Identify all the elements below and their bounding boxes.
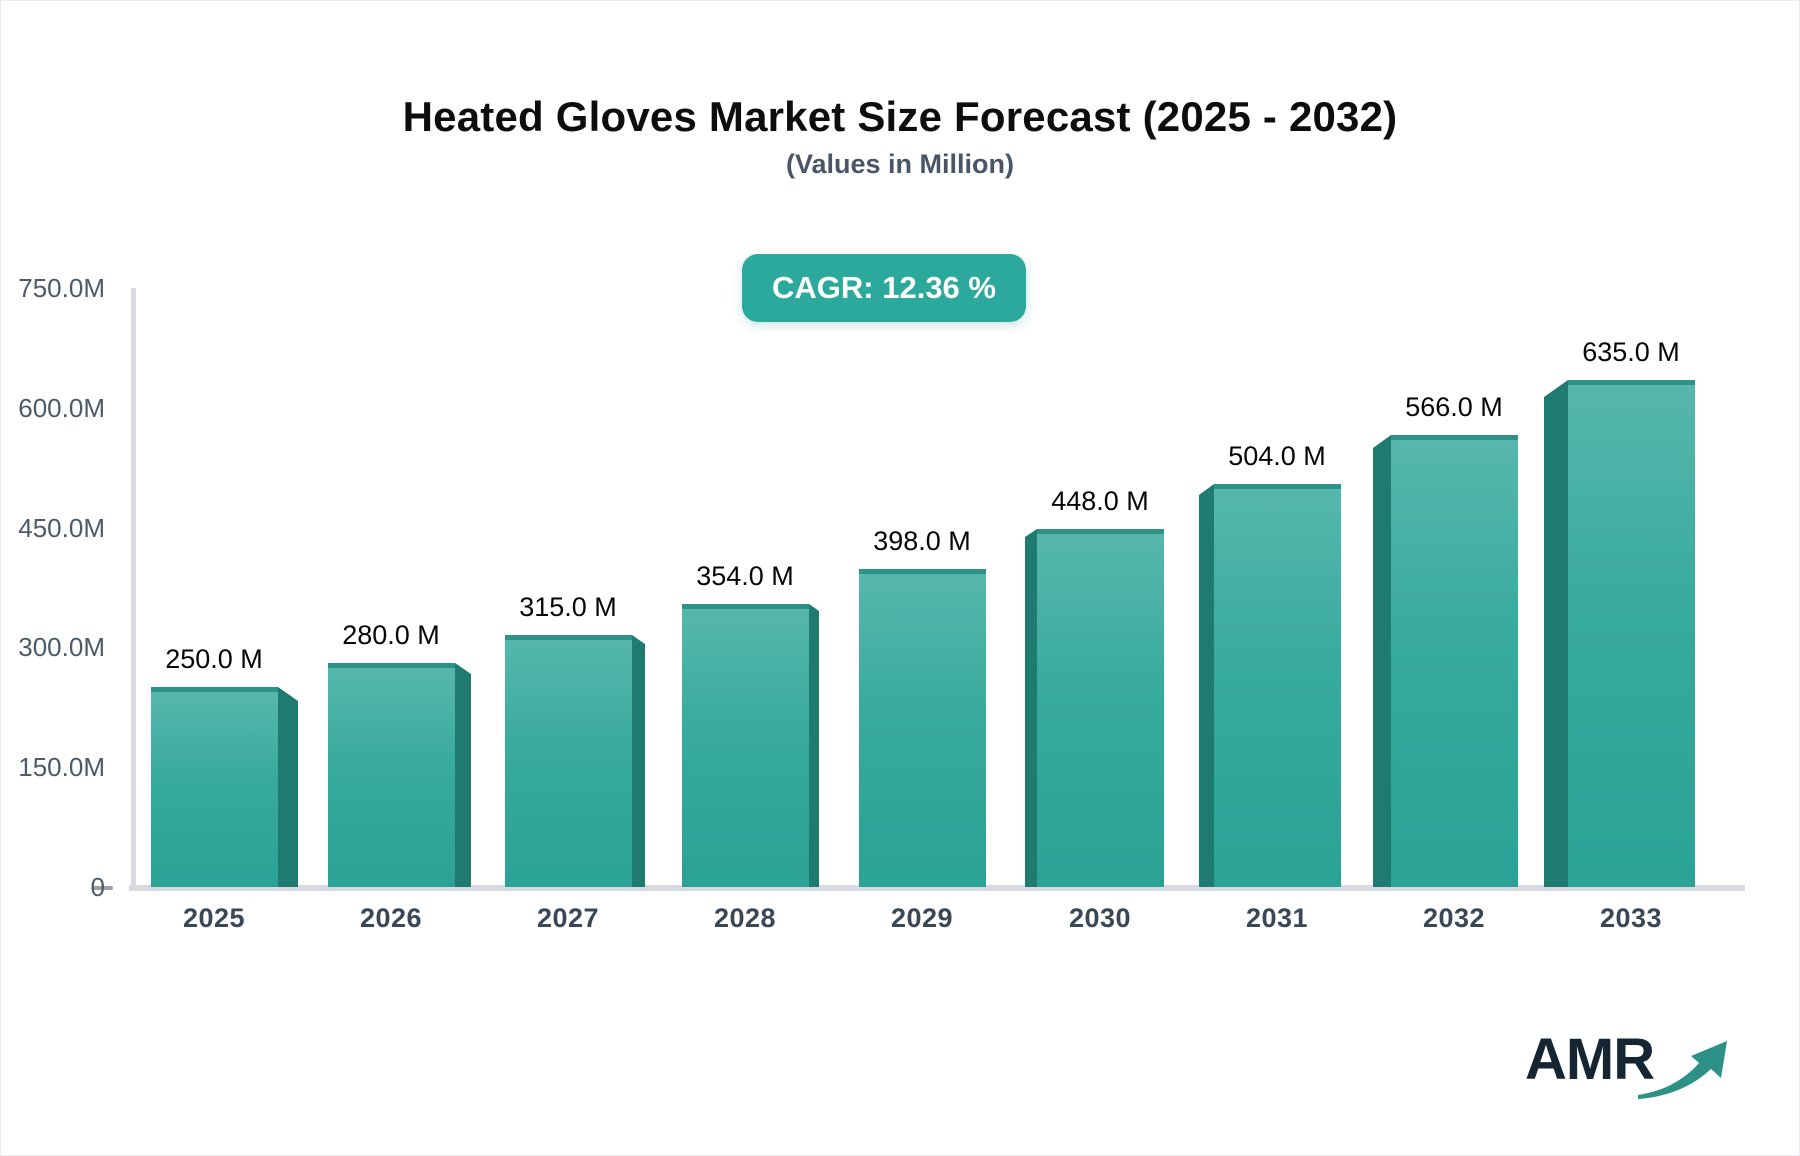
bar-value-label: 635.0 M xyxy=(1582,337,1680,367)
x-axis-tick-label: 2026 xyxy=(359,903,423,933)
bar-value-label: 354.0 M xyxy=(696,561,794,591)
bar-side-face xyxy=(808,604,819,887)
bar-side-face xyxy=(1198,484,1214,887)
bar-side-face xyxy=(454,663,471,887)
y-axis-tick-label: 450.0M xyxy=(18,513,105,543)
bar-value-label: 398.0 M xyxy=(873,526,971,556)
bar-side-face xyxy=(1372,435,1391,887)
bar-2027[interactable] xyxy=(504,635,632,887)
bar-value-label: 448.0 M xyxy=(1051,486,1149,516)
amr-logo-text: AMR xyxy=(1525,1027,1655,1092)
x-axis-tick-label: 2031 xyxy=(1245,903,1309,933)
bar-value-label: 250.0 M xyxy=(165,644,263,674)
bar-2033[interactable] xyxy=(1567,380,1695,887)
y-axis-tick-label: 600.0M xyxy=(18,393,105,423)
bar-2031[interactable] xyxy=(1213,484,1341,887)
x-axis-tick-label: 2025 xyxy=(182,903,246,933)
x-axis-line xyxy=(129,885,1745,891)
bar-value-label: 315.0 M xyxy=(519,592,617,622)
bar-2026[interactable] xyxy=(327,663,455,887)
y-axis-tick-label: 150.0M xyxy=(18,752,105,782)
zero-tick-mark xyxy=(93,886,113,890)
x-axis-tick-label: 2028 xyxy=(713,903,777,933)
y-axis-line xyxy=(131,288,136,889)
x-axis-tick-label: 2027 xyxy=(536,903,600,933)
bar-value-label: 504.0 M xyxy=(1228,441,1326,471)
x-axis-tick-label: 2030 xyxy=(1068,903,1132,933)
x-axis-tick-label: 2032 xyxy=(1422,903,1486,933)
amr-logo: AMR xyxy=(1525,1031,1736,1105)
bar-side-face xyxy=(277,687,298,887)
chart-subtitle: (Values in Million) xyxy=(785,149,1015,179)
bar-value-label: 280.0 M xyxy=(342,620,440,650)
x-axis-tick-label: 2029 xyxy=(890,903,954,933)
x-axis-tick-label: 2033 xyxy=(1599,903,1663,933)
y-axis-tick-label: 300.0M xyxy=(18,632,105,662)
y-axis-tick-label: 750.0M xyxy=(18,273,105,303)
bar-2030[interactable] xyxy=(1036,529,1164,887)
chart-title: Heated Gloves Market Size Forecast (2025… xyxy=(402,93,1398,140)
growth-arrow-icon xyxy=(1638,1041,1728,1099)
bar-2029[interactable] xyxy=(858,569,986,887)
cagr-badge: CAGR: 12.36 % xyxy=(742,254,1026,322)
y-axis-tick-label: 0 xyxy=(90,872,105,902)
bar-side-face xyxy=(1024,529,1037,887)
bar-side-face xyxy=(631,635,645,887)
bar-2028[interactable] xyxy=(681,604,809,887)
bar-side-face xyxy=(1543,380,1568,887)
bar-2032[interactable] xyxy=(1390,435,1518,887)
bar-value-label: 566.0 M xyxy=(1405,392,1503,422)
bar-2025[interactable] xyxy=(150,687,278,887)
